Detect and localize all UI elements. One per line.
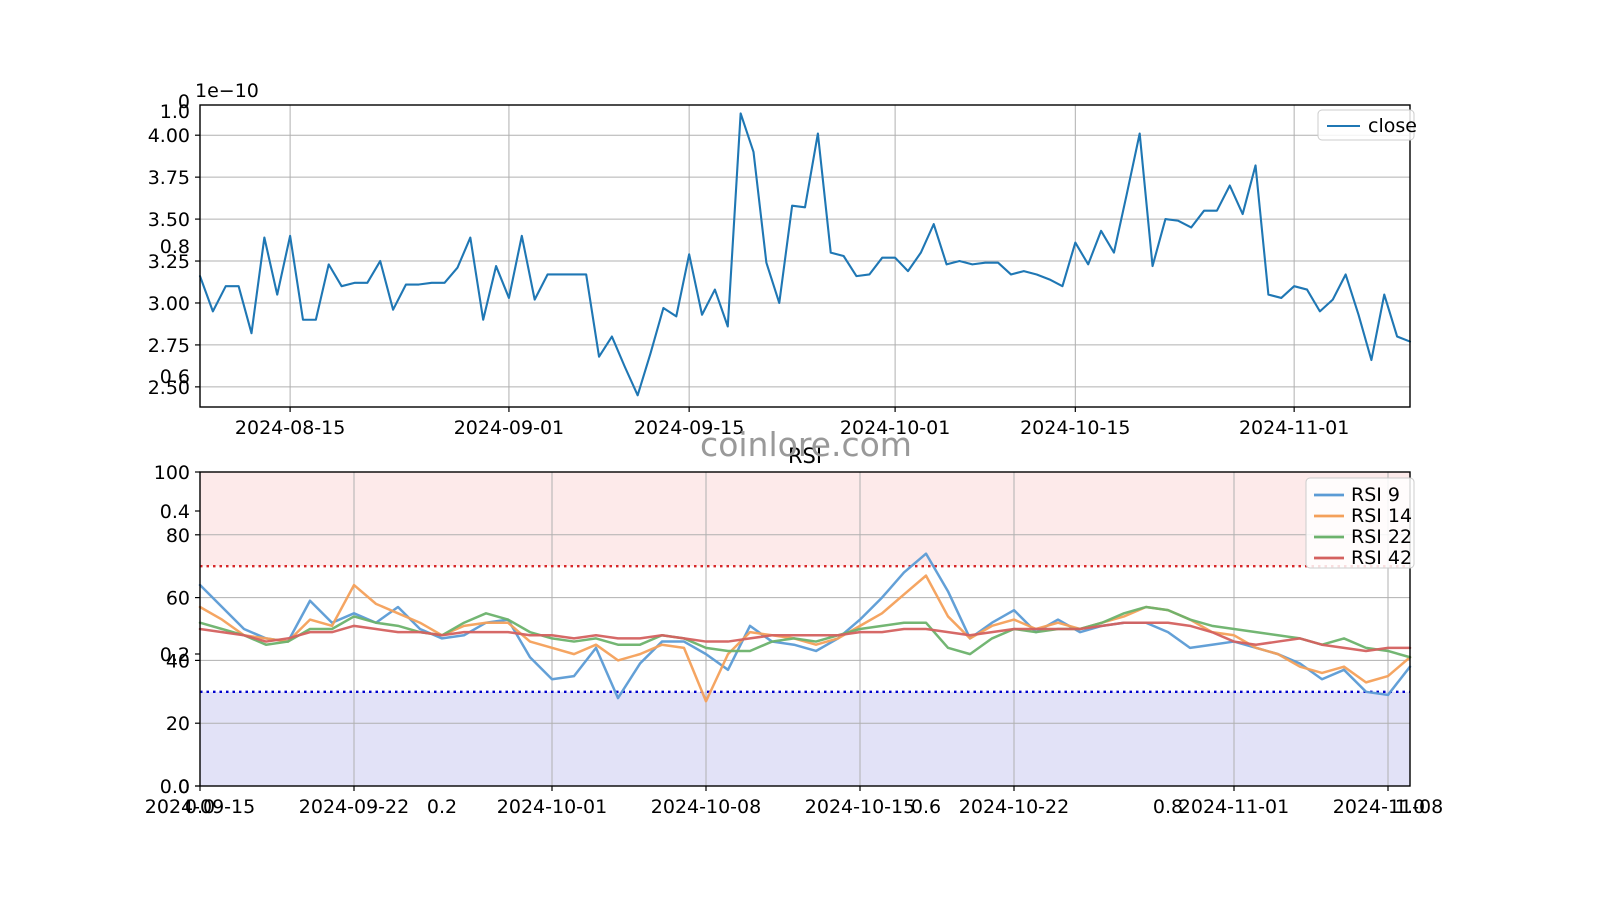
rsi-xtick-label: 2024-09-15 [145, 796, 255, 818]
price-ytick-label: 2.75 [148, 335, 190, 357]
price-overlap-ytick-label: 0.8 [160, 236, 190, 258]
rsi-legend-label-3: RSI 42 [1351, 547, 1412, 569]
price-xtick-label: 2024-11-01 [1239, 417, 1349, 439]
rsi-line-rsi-42 [198, 621, 1412, 653]
price-ytick-label: 4.00 [148, 125, 190, 147]
rsi-overlap-ytick-label: 0.4 [160, 501, 190, 523]
rsi-title: RSI [788, 444, 822, 468]
rsi-xtick-label: 2024-10-15 [805, 796, 915, 818]
price-ytick-label: 3.25 [148, 251, 190, 273]
rsi-ytick-label: 40 [166, 650, 190, 672]
price-xtick-label: 2024-10-15 [1020, 417, 1130, 439]
price-y-offset-label: 1e−10 [195, 80, 259, 102]
watermark-text: coinlore.com [700, 425, 912, 464]
price-overlap-ytick-label: 0 [178, 91, 190, 113]
rsi-band-overbought [200, 472, 1410, 567]
rsi-xtick-label: 2024-10-22 [959, 796, 1069, 818]
price-axes-frame [199, 104, 1411, 408]
rsi-overlap-xtick-label: 0.0 [185, 796, 215, 818]
price-ytick-label: 3.75 [148, 167, 190, 189]
rsi-overlap-ytick-label: 0.0 [160, 776, 190, 798]
price-close-line [198, 112, 1412, 397]
rsi-overlap-xtick-label: 0.8 [1153, 796, 1183, 818]
price-legend [1317, 109, 1415, 141]
price-overlap-ytick-label: 0.6 [160, 366, 190, 388]
rsi-ytick-label: 0 [178, 776, 190, 798]
rsi-xtick-label: 2024-11-01 [1179, 796, 1289, 818]
rsi-legend [1305, 477, 1415, 569]
rsi-xtick-label: 2024-10-01 [497, 796, 607, 818]
rsi-ytick-label: 80 [166, 525, 190, 547]
price-legend-label: close [1368, 115, 1417, 137]
rsi-legend-label-2: RSI 22 [1351, 526, 1412, 548]
rsi-line-rsi-22 [198, 605, 1412, 659]
rsi-ytick-label: 60 [166, 588, 190, 610]
price-panel [195, 104, 1415, 412]
rsi-axes-frame [199, 471, 1411, 787]
rsi-ytick-label: 20 [166, 713, 190, 735]
rsi-xtick-label: 2024-11-08 [1333, 796, 1443, 818]
rsi-line-rsi-9 [198, 552, 1412, 700]
price-overlap-ytick-label: 1.0 [160, 101, 190, 123]
price-xtick-label: 2024-09-15 [634, 417, 744, 439]
rsi-overlap-ytick-label: 0.2 [160, 644, 190, 666]
price-ytick-label: 3.50 [148, 209, 190, 231]
price-xtick-label: 2024-08-15 [235, 417, 345, 439]
rsi-overlap-xtick-label: 1.0 [1395, 796, 1425, 818]
rsi-xtick-label: 2024-10-08 [651, 796, 761, 818]
rsi-overlap-xtick-label: 0.2 [427, 796, 457, 818]
price-ytick-label: 3.00 [148, 293, 190, 315]
price-ytick-label: 2.50 [148, 377, 190, 399]
price-xtick-label: 2024-09-01 [454, 417, 564, 439]
rsi-ytick-label: 100 [154, 462, 190, 484]
rsi-xtick-label: 2024-09-22 [299, 796, 409, 818]
rsi-band-oversold [200, 691, 1410, 786]
rsi-panel [195, 471, 1415, 791]
rsi-overlap-xtick-label: 0.6 [911, 796, 941, 818]
price-xtick-label: 2024-10-01 [840, 417, 950, 439]
rsi-legend-label-0: RSI 9 [1351, 484, 1400, 506]
rsi-legend-label-1: RSI 14 [1351, 505, 1412, 527]
